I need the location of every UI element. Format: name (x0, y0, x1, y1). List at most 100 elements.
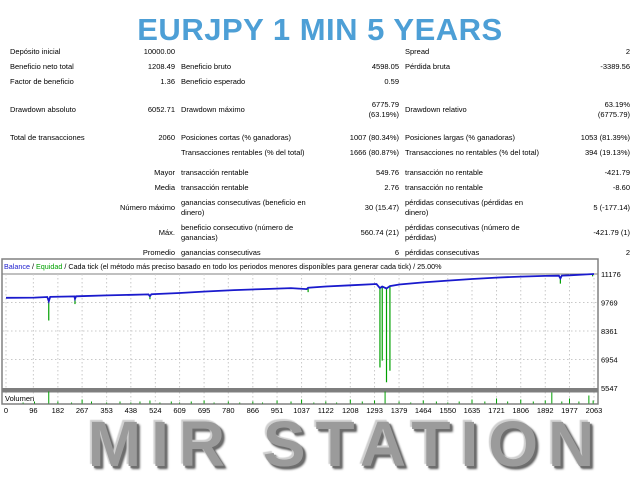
gridlines (3, 274, 597, 403)
stat-value: 2060 (158, 133, 175, 142)
stat-value: 1666 (80.87%) (349, 148, 399, 157)
graph-legend: Balance / Equidad / Cada tick (el método… (4, 262, 442, 271)
profit-graph: Balance / Equidad / Cada tick (el método… (1, 258, 621, 415)
stat-value: 1208.49 (147, 62, 175, 71)
stats-cell: Número máximo (10, 203, 175, 213)
svg-text:1464: 1464 (415, 406, 432, 415)
stats-row: Total de transacciones 2060 Posiciones cor… (0, 133, 640, 143)
stat-value: 560.74 (21) (360, 228, 399, 237)
stat-value: -8.60 (612, 183, 630, 192)
stats-row: Media transacción rentable 2.76 transacción… (0, 183, 640, 193)
stats-cell: ganancias consecutivas (beneficio en din… (181, 198, 399, 218)
stats-cell: Media (10, 183, 175, 193)
stats-cell: Spread 2 (405, 47, 630, 57)
svg-text:96: 96 (29, 406, 37, 415)
panel-separator (2, 388, 598, 392)
stats-cell: transacción no rentable -421.79 (405, 168, 630, 178)
svg-text:353: 353 (100, 406, 113, 415)
stat-label: Posiciones largas (% ganadoras) (405, 133, 516, 142)
stats-cell: Mayor (10, 168, 175, 178)
stat-label: Total de transacciones (10, 133, 85, 142)
stats-cell: pérdidas consecutivas 2 (405, 248, 630, 258)
svg-text:1379: 1379 (391, 406, 408, 415)
stats-cell: Total de transacciones 2060 (10, 133, 175, 143)
svg-text:1977: 1977 (561, 406, 578, 415)
stat-label: transacción rentable (181, 183, 249, 192)
svg-text:1550: 1550 (439, 406, 456, 415)
stat-value: 0.59 (384, 77, 399, 86)
svg-text:695: 695 (198, 406, 211, 415)
stat-label: Beneficio bruto (181, 62, 232, 71)
stat-value: 1053 (81.39%) (580, 133, 630, 142)
stat-value: 6052.71 (147, 105, 175, 114)
stats-cell: Promedio (10, 248, 175, 258)
stats-row: Beneficio neto total 1208.49 Beneficio bru… (0, 62, 640, 72)
stats-cell: Factor de beneficio 1.36 (10, 77, 175, 87)
stat-value: 1007 (80.34%) (349, 133, 399, 142)
stats-cell: Drawdown máximo 6775.79 (63.19%) (181, 100, 399, 120)
stats-cell: Beneficio bruto 4598.05 (181, 62, 399, 72)
volume-panel (1, 391, 599, 405)
svg-text:438: 438 (125, 406, 138, 415)
svg-text:1892: 1892 (537, 406, 554, 415)
stat-label: Beneficio esperado (181, 77, 246, 86)
stats-row: Depósito inicial 10000.00 Spread 2 (0, 47, 640, 57)
stat-value: 4598.05 (371, 62, 399, 71)
stat-label: Depósito inicial (10, 47, 61, 56)
stat-label: Mayor (154, 168, 175, 177)
svg-text:609: 609 (173, 406, 186, 415)
stat-label: Transacciones no rentables (% del total) (405, 148, 539, 157)
stat-value: 6 (394, 248, 399, 257)
svg-text:11176: 11176 (601, 270, 621, 279)
stats-cell: Beneficio neto total 1208.49 (10, 62, 175, 72)
stats-row: Número máximo ganancias consecutivas (ben… (0, 198, 640, 218)
y-axis-labels: 5547 6954 8361 9769 11176 (601, 270, 621, 393)
stat-label: Drawdown absoluto (10, 105, 76, 114)
stats-row: Máx. beneficio consecutivo (número de gan… (0, 223, 640, 243)
x-axis-labels: 0 96 182 267 353 438 524 609 695 780 866 951 1037 112… (4, 406, 602, 415)
svg-text:1037: 1037 (293, 406, 310, 415)
stat-label: Pérdida bruta (405, 62, 451, 71)
stat-value: 5 (-177.14) (593, 203, 630, 212)
svg-text:1806: 1806 (512, 406, 529, 415)
stats-cell: Posiciones largas (% ganadoras) 1053 (81.… (405, 133, 630, 143)
stat-label: Spread (405, 47, 430, 56)
stats-row: Promedio ganancias consecutivas 6 pérdidas … (0, 248, 640, 258)
svg-text:2063: 2063 (586, 406, 603, 415)
svg-text:8361: 8361 (601, 327, 618, 336)
stats-cell: Depósito inicial 10000.00 (10, 47, 175, 57)
balance-line (5, 273, 595, 305)
svg-text:267: 267 (76, 406, 89, 415)
svg-text:9769: 9769 (601, 298, 618, 307)
stat-value: 6775.79 (63.19%) (368, 100, 399, 119)
stat-value: 2 (625, 47, 630, 56)
svg-text:1293: 1293 (366, 406, 383, 415)
stat-value: -421.79 (604, 168, 630, 177)
stat-label: Factor de beneficio (10, 77, 74, 86)
stat-value: -3389.56 (600, 62, 630, 71)
stat-value: 394 (19.13%) (584, 148, 630, 157)
svg-text:5547: 5547 (601, 384, 618, 393)
stats-cell: pérdidas consecutivas (pérdidas en diner… (405, 198, 630, 218)
stat-value: 63.19% (6775.79) (597, 100, 630, 119)
stat-label: Posiciones cortas (% ganadoras) (181, 133, 292, 142)
stats-cell: Pérdida bruta -3389.56 (405, 62, 630, 72)
stats-cell: pérdidas consecutivas (número de pérdida… (405, 223, 630, 243)
stat-label: ganancias consecutivas (181, 248, 261, 257)
stat-label: Drawdown relativo (405, 105, 467, 114)
stat-value: 2.76 (384, 183, 399, 192)
svg-text:951: 951 (271, 406, 284, 415)
svg-text:1208: 1208 (342, 406, 359, 415)
stats-cell: transacción no rentable -8.60 (405, 183, 630, 193)
stat-value: 30 (15.47) (364, 203, 399, 212)
stat-label: beneficio consecutivo (número de gananci… (181, 223, 294, 242)
stats-row: Transacciones rentables (% del total) 166… (0, 148, 640, 158)
stat-label: transacción no rentable (405, 183, 483, 192)
stat-label: Drawdown máximo (181, 105, 245, 114)
stats-cell: ganancias consecutivas 6 (181, 248, 399, 258)
stat-value: 1.36 (160, 77, 175, 86)
stat-value: -421.79 (1) (593, 228, 630, 237)
svg-text:524: 524 (149, 406, 162, 415)
stat-label: Número máximo (119, 203, 175, 212)
svg-text:1635: 1635 (464, 406, 481, 415)
